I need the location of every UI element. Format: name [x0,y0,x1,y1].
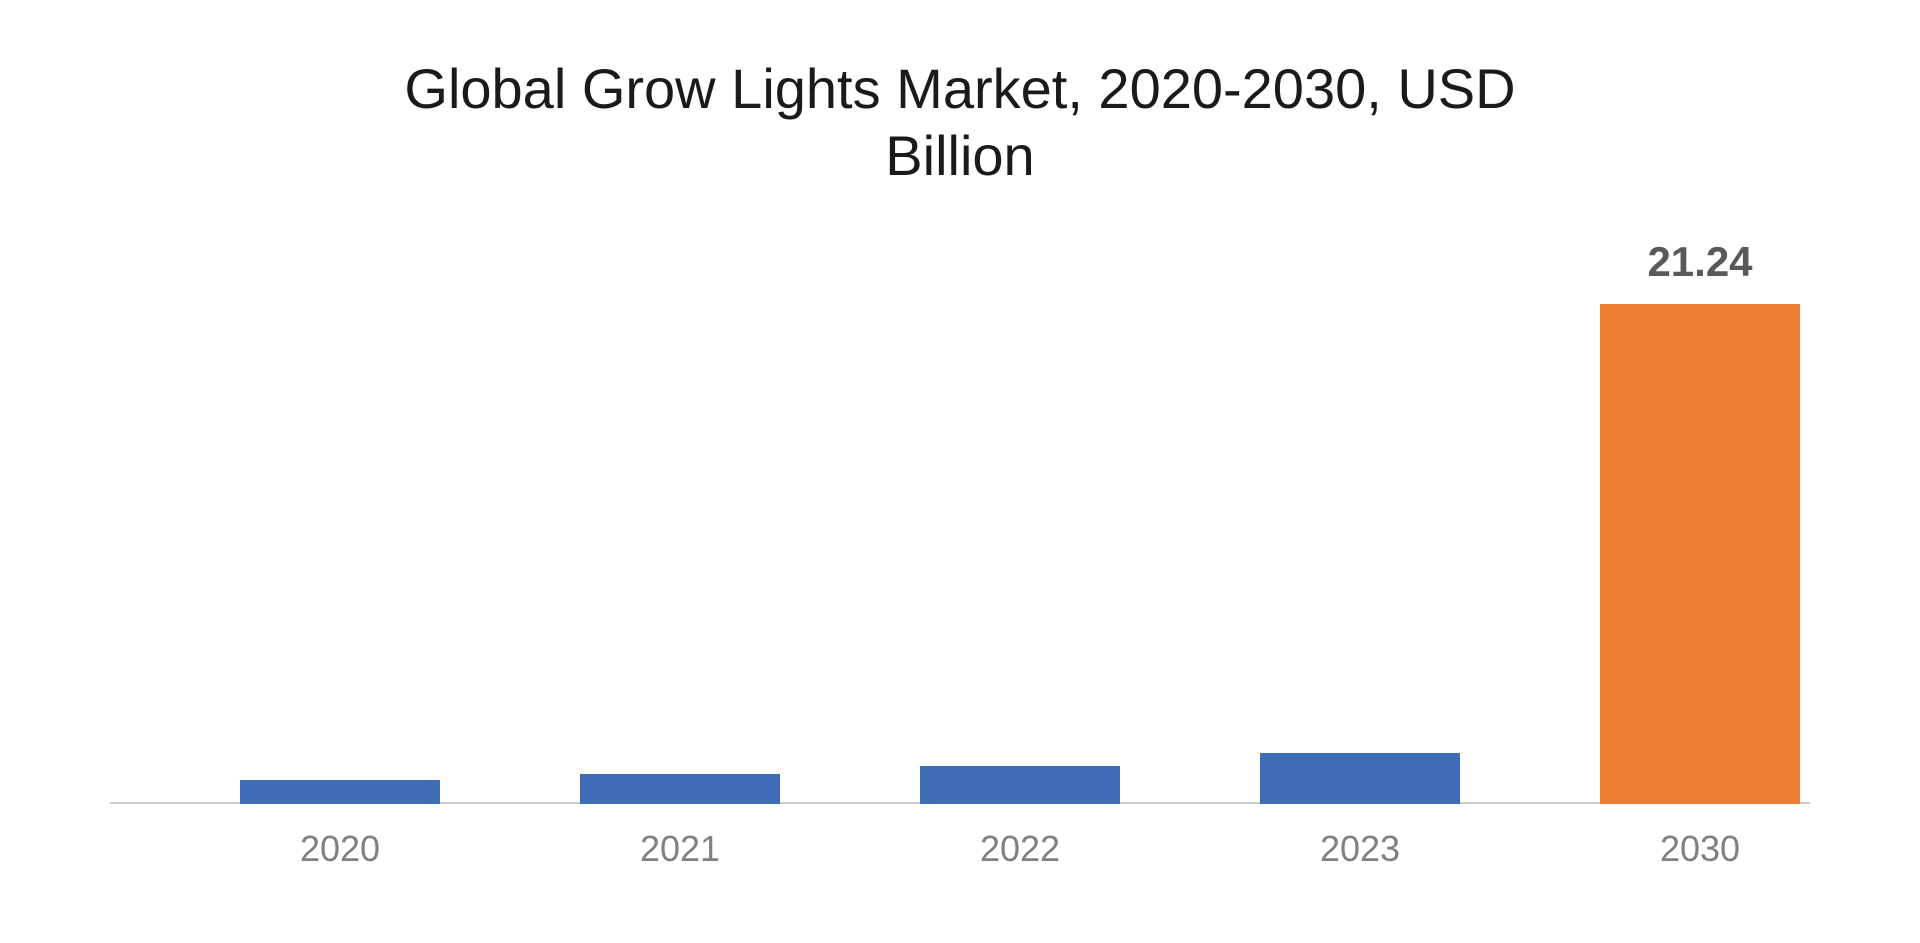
x-axis-label: 2021 [580,828,780,870]
bar-value-label: 21.24 [1600,238,1800,286]
chart-title-line1: Global Grow Lights Market, 2020-2030, US… [404,55,1515,122]
x-axis-label: 2023 [1260,828,1460,870]
chart-title-line2: Billion [404,122,1515,189]
bar-chart: Global Grow Lights Market, 2020-2030, US… [0,0,1920,943]
plot-area: 21.24 [110,244,1810,804]
bar [1260,753,1460,805]
x-axis-label: 2022 [920,828,1120,870]
x-axis-label: 2030 [1600,828,1800,870]
bar [1600,304,1800,804]
bar [920,766,1120,805]
chart-title: Global Grow Lights Market, 2020-2030, US… [404,55,1515,189]
bar [580,774,780,805]
x-axis-label: 2020 [240,828,440,870]
x-axis-labels: 2020 2021 2022 2023 2030 [110,828,1810,878]
bar [240,780,440,805]
